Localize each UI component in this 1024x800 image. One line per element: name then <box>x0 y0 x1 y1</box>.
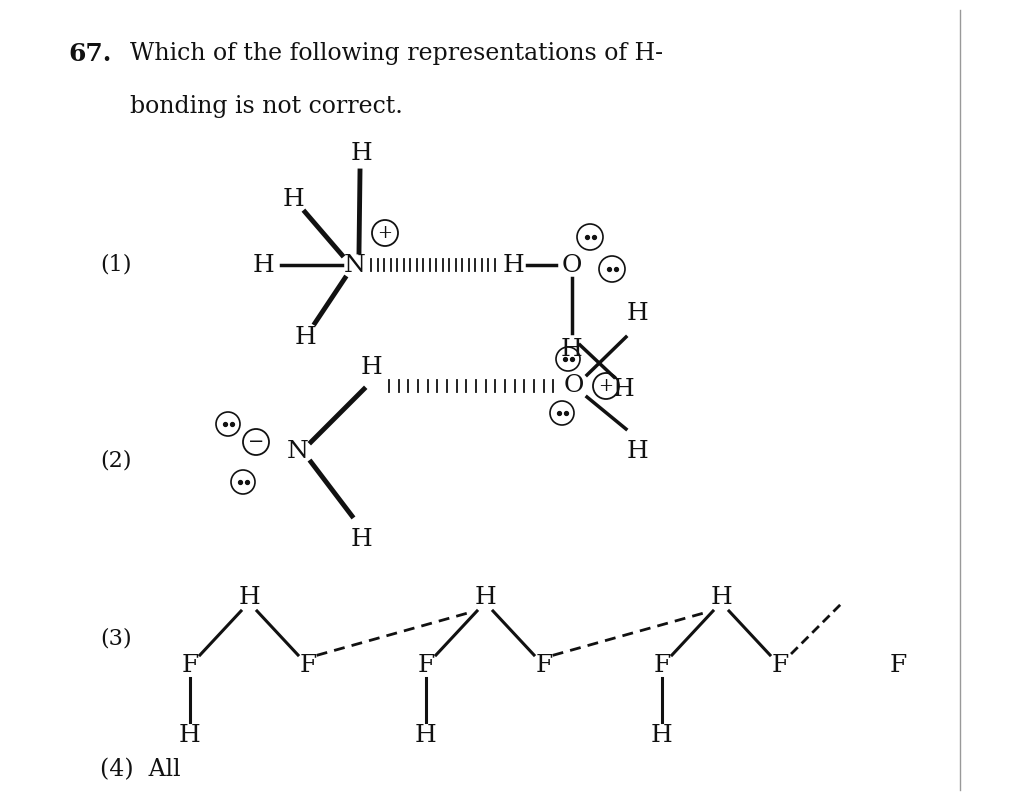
Text: H: H <box>627 302 649 326</box>
Text: H: H <box>283 189 304 211</box>
Text: H: H <box>503 254 525 277</box>
Text: H: H <box>415 723 437 746</box>
Text: (3): (3) <box>100 627 132 649</box>
Text: F: F <box>299 654 316 677</box>
Text: H: H <box>561 338 583 361</box>
Text: H: H <box>252 254 273 277</box>
Text: N: N <box>344 254 366 277</box>
Text: F: F <box>771 654 788 677</box>
Text: H: H <box>239 586 260 610</box>
Text: O: O <box>562 254 583 277</box>
Text: F: F <box>181 654 199 677</box>
Text: +: + <box>378 224 392 242</box>
Text: bonding is not correct.: bonding is not correct. <box>130 95 402 118</box>
Text: H: H <box>710 586 732 610</box>
Text: H: H <box>179 723 201 746</box>
Text: H: H <box>294 326 315 350</box>
Text: (2): (2) <box>100 449 131 471</box>
Text: F: F <box>653 654 671 677</box>
Text: +: + <box>598 377 613 395</box>
Text: H: H <box>651 723 673 746</box>
Text: H: H <box>627 441 649 463</box>
Text: F: F <box>418 654 434 677</box>
Text: 67.: 67. <box>68 42 112 66</box>
Text: Which of the following representations of H-: Which of the following representations o… <box>130 42 663 65</box>
Text: −: − <box>248 433 264 451</box>
Text: (4)  All: (4) All <box>100 758 180 782</box>
Text: F: F <box>536 654 553 677</box>
Text: H: H <box>474 586 496 610</box>
Text: H: H <box>361 357 383 379</box>
Text: F: F <box>890 654 906 677</box>
Text: H: H <box>350 142 372 165</box>
Text: O: O <box>564 374 584 398</box>
Text: H: H <box>351 529 373 551</box>
Text: (1): (1) <box>100 254 131 276</box>
Text: H: H <box>613 378 635 401</box>
Text: N: N <box>287 441 309 463</box>
